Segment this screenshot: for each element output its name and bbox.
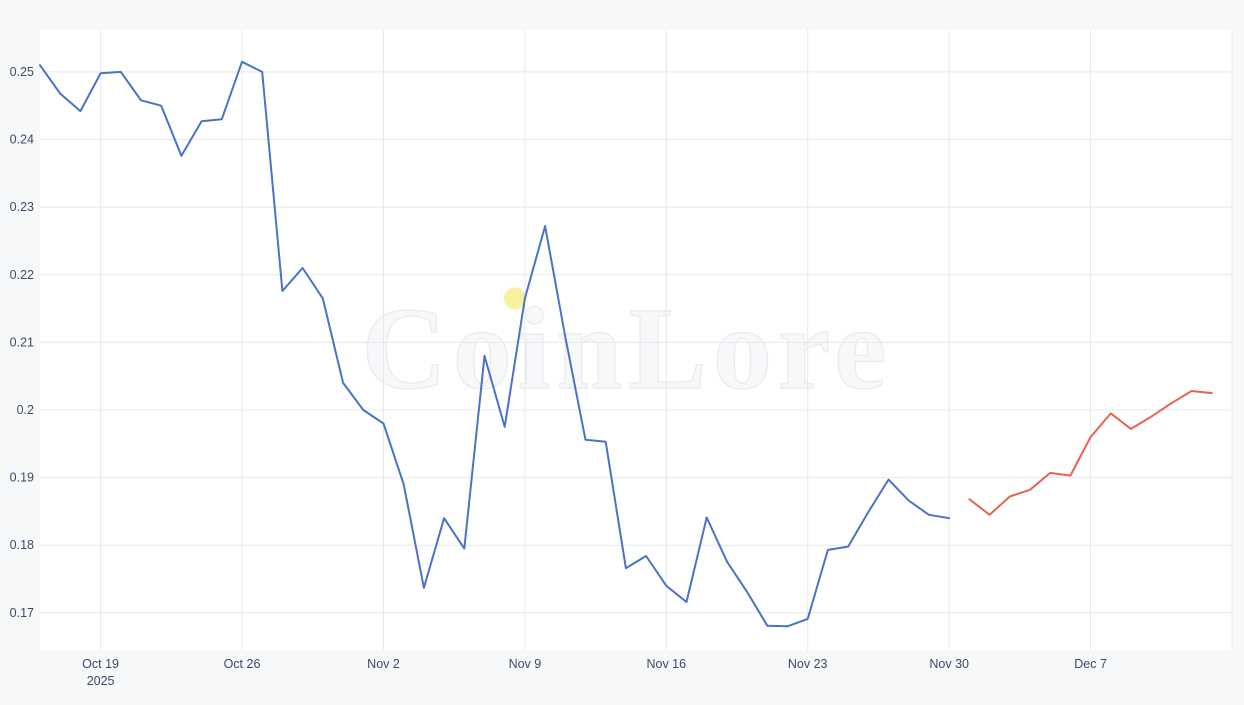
price-forecast-line <box>968 390 1213 516</box>
x-tick-label: Nov 9 <box>509 657 542 671</box>
highlight-marker-group <box>503 287 526 310</box>
gridlines <box>40 30 1233 650</box>
price-history-line <box>39 60 951 628</box>
x-tick-label: Nov 30 <box>929 657 969 671</box>
x-tick-label: Nov 2 <box>367 657 400 671</box>
series-lines <box>39 60 1213 628</box>
y-tick-label: 0.23 <box>10 200 34 214</box>
y-tick-label: 0.18 <box>10 538 34 552</box>
y-tick-label: 0.24 <box>10 133 34 147</box>
x-tick-label: Dec 7 <box>1074 657 1107 671</box>
highlight-marker <box>503 287 526 310</box>
y-tick-label: 0.17 <box>10 606 34 620</box>
plot-background <box>40 30 1232 650</box>
x-tick-label: Oct 19 <box>82 657 119 671</box>
x-tick-year-label: 2025 <box>87 674 115 688</box>
y-tick-label: 0.21 <box>10 335 34 349</box>
y-tick-label: 0.25 <box>10 65 34 79</box>
watermark: CoinLore <box>362 283 893 414</box>
y-tick-label: 0.19 <box>10 471 34 485</box>
x-tick-label: Nov 16 <box>646 657 686 671</box>
y-tick-label: 0.22 <box>10 268 34 282</box>
x-tick-label: Oct 26 <box>224 657 261 671</box>
y-tick-label: 0.2 <box>17 403 34 417</box>
x-axis-labels: Oct 19 2025 Oct 26 Nov 2 Nov 9 Nov 16 Nov 23 No… <box>82 657 1107 688</box>
y-axis-labels: 0.25 0.24 0.23 0.22 0.21 0.2 0.19 0.18 0.17 <box>10 65 34 620</box>
x-tick-label: Nov 23 <box>788 657 828 671</box>
